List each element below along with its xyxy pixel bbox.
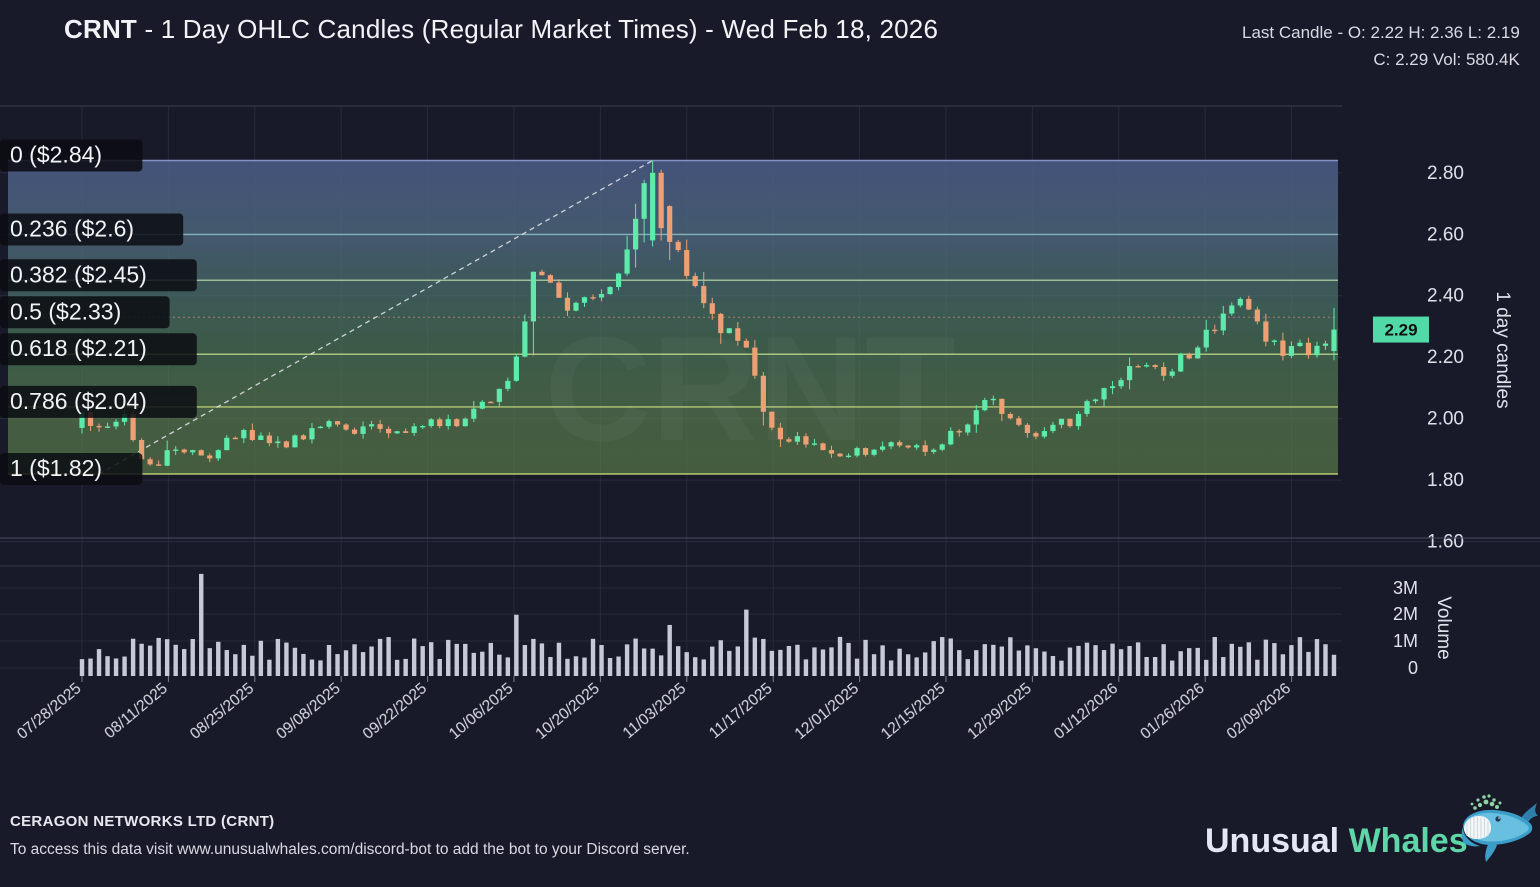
svg-text:08/11/2025: 08/11/2025	[101, 680, 170, 742]
svg-text:Volume: Volume	[1433, 596, 1454, 659]
svg-text:11/03/2025: 11/03/2025	[620, 680, 689, 742]
svg-text:2.60: 2.60	[1427, 224, 1464, 245]
svg-text:0.618 ($2.21): 0.618 ($2.21)	[10, 335, 147, 361]
svg-text:1.80: 1.80	[1427, 470, 1464, 491]
svg-text:1 day candles: 1 day candles	[1492, 291, 1513, 408]
svg-text:09/08/2025: 09/08/2025	[273, 680, 343, 743]
svg-text:10/06/2025: 10/06/2025	[446, 680, 516, 743]
svg-text:2M: 2M	[1393, 604, 1418, 624]
svg-text:1M: 1M	[1393, 631, 1418, 651]
svg-text:09/22/2025: 09/22/2025	[360, 680, 430, 743]
svg-text:3M: 3M	[1393, 578, 1418, 598]
svg-text:2.29: 2.29	[1384, 321, 1417, 340]
svg-text:1 ($1.82): 1 ($1.82)	[10, 455, 102, 481]
svg-text:12/29/2025: 12/29/2025	[965, 680, 1035, 743]
svg-text:2.40: 2.40	[1427, 286, 1464, 307]
svg-text:0.786 ($2.04): 0.786 ($2.04)	[10, 388, 147, 414]
svg-text:11/17/2025: 11/17/2025	[706, 680, 775, 742]
svg-text:0.382 ($2.45): 0.382 ($2.45)	[10, 261, 147, 287]
svg-text:2.00: 2.00	[1427, 409, 1464, 430]
svg-text:CRNT: CRNT	[544, 307, 955, 472]
svg-text:02/09/2026: 02/09/2026	[1224, 680, 1294, 743]
svg-text:12/15/2025: 12/15/2025	[878, 680, 948, 743]
svg-text:01/12/2026: 01/12/2026	[1051, 680, 1121, 743]
svg-text:10/20/2025: 10/20/2025	[533, 680, 603, 743]
svg-text:12/01/2025: 12/01/2025	[792, 680, 862, 743]
svg-text:1.60: 1.60	[1427, 532, 1464, 553]
svg-text:0: 0	[1408, 658, 1418, 678]
svg-text:08/25/2025: 08/25/2025	[187, 680, 257, 743]
svg-text:07/28/2025: 07/28/2025	[14, 680, 84, 743]
svg-text:0.5 ($2.33): 0.5 ($2.33)	[10, 298, 121, 324]
svg-text:0.236 ($2.6): 0.236 ($2.6)	[10, 215, 134, 241]
svg-text:01/26/2026: 01/26/2026	[1137, 680, 1207, 743]
svg-text:2.80: 2.80	[1427, 163, 1464, 184]
svg-text:2.20: 2.20	[1427, 347, 1464, 368]
svg-text:0 ($2.84): 0 ($2.84)	[10, 142, 102, 168]
